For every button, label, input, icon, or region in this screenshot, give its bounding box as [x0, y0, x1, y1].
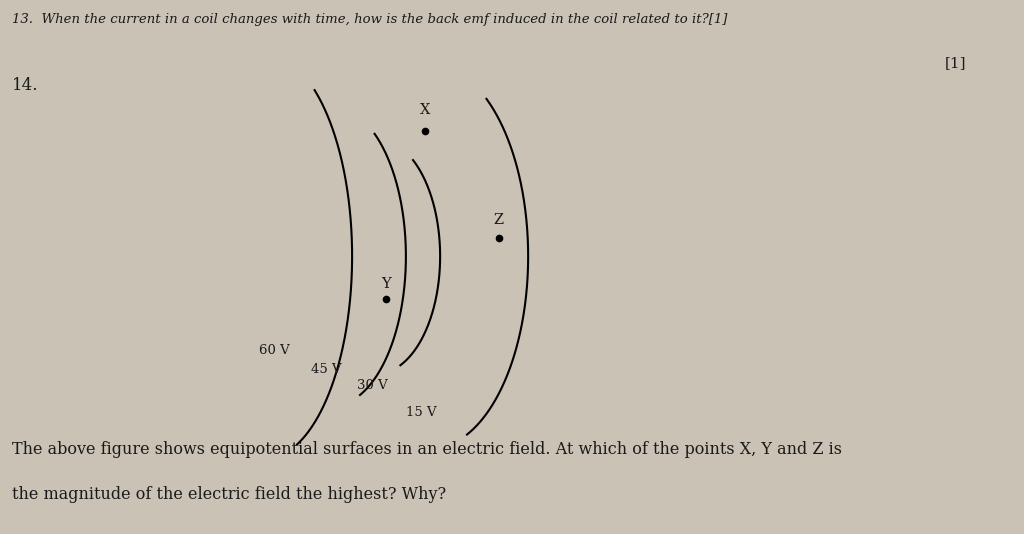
Text: 13.  When the current in a coil changes with time, how is the back emf induced i: 13. When the current in a coil changes w… [11, 13, 727, 26]
Text: X: X [420, 104, 431, 117]
Text: 30 V: 30 V [357, 379, 388, 392]
Text: 60 V: 60 V [259, 344, 290, 357]
Text: Z: Z [494, 213, 504, 227]
Text: 14.: 14. [11, 77, 38, 95]
Text: Y: Y [382, 277, 391, 291]
Text: The above figure shows equipotential surfaces in an electric field. At which of : The above figure shows equipotential sur… [11, 441, 842, 458]
Text: [1]: [1] [945, 56, 967, 70]
Text: the magnitude of the electric field the highest? Why?: the magnitude of the electric field the … [11, 486, 445, 503]
Text: 15 V: 15 V [406, 406, 436, 419]
Text: 45 V: 45 V [311, 363, 342, 376]
